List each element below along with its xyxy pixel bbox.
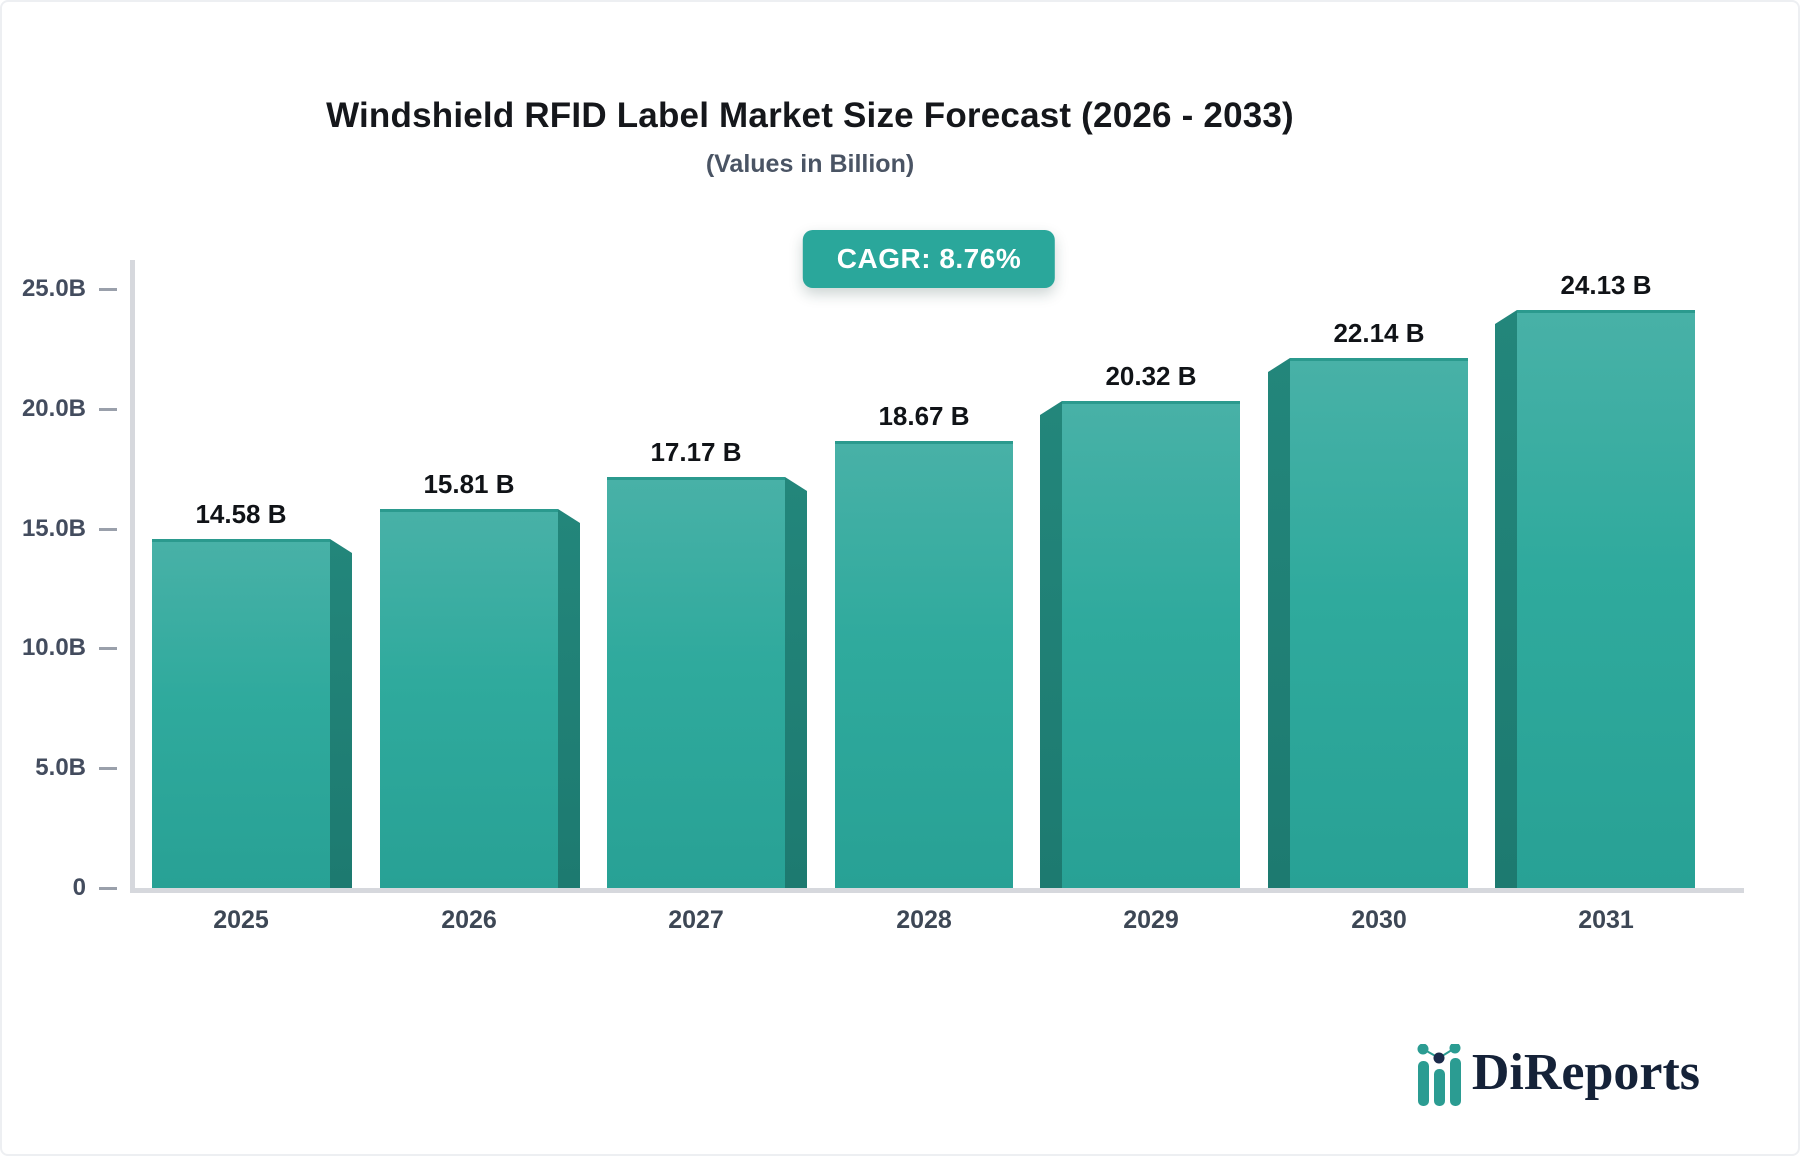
bar-2027[interactable] xyxy=(607,477,785,888)
bar-value-label: 15.81 B xyxy=(423,469,515,499)
x-axis-category-label: 2025 xyxy=(213,906,269,934)
x-axis-category-label: 2030 xyxy=(1351,906,1407,934)
y-axis-tick-mark xyxy=(99,887,117,890)
bar-2026[interactable] xyxy=(380,509,558,888)
x-axis-category-label: 2026 xyxy=(441,906,497,934)
bar-2029[interactable] xyxy=(1062,401,1240,888)
bar-3d-side-2025 xyxy=(330,539,352,888)
y-axis-line xyxy=(130,260,135,888)
y-axis-tick-label: 5.0B xyxy=(35,754,86,782)
x-axis-category-label: 2031 xyxy=(1578,906,1634,934)
bar-value-label: 24.13 B xyxy=(1560,270,1652,300)
x-axis-category-label: 2029 xyxy=(1123,906,1179,934)
x-axis-baseline xyxy=(130,888,1744,893)
bar-2028[interactable] xyxy=(835,441,1013,888)
y-axis-tick-mark xyxy=(99,527,117,531)
bar-value-label: 20.32 B xyxy=(1105,361,1197,391)
bar-3d-side-2031 xyxy=(1495,310,1517,888)
y-axis-tick-label: 15.0B xyxy=(21,514,86,542)
x-axis-category-label: 2027 xyxy=(668,906,724,934)
bar-3d-side-2026 xyxy=(558,509,580,888)
bar-value-label: 14.58 B xyxy=(195,499,287,529)
x-axis-category-label: 2028 xyxy=(896,906,952,934)
bar-value-label: 17.17 B xyxy=(650,437,742,467)
y-axis-tick-mark xyxy=(99,288,117,291)
y-axis-tick-label: 25.0B xyxy=(21,275,86,302)
bar-3d-side-2029 xyxy=(1040,401,1062,888)
y-axis-tick-label: 0 xyxy=(72,874,86,901)
y-axis-tick-label: 20.0B xyxy=(21,394,86,422)
bar-3d-side-2027 xyxy=(785,477,807,888)
cagr-badge: CAGR: 8.76% xyxy=(802,230,1056,288)
bar-value-label: 18.67 B xyxy=(878,401,970,431)
bar-2030[interactable] xyxy=(1290,358,1468,888)
bar-2031[interactable] xyxy=(1517,310,1695,888)
logo-wordmark: DiReports xyxy=(1415,1038,1700,1108)
logo-text: DiReports xyxy=(1471,1044,1700,1101)
mini-bar-line-chart-icon xyxy=(1417,1044,1461,1106)
y-axis-tick-mark xyxy=(99,767,117,771)
bar-value-label: 22.14 B xyxy=(1333,318,1425,348)
y-axis-tick-mark xyxy=(99,407,117,411)
bar-3d-side-2030 xyxy=(1268,358,1290,888)
y-axis-tick-label: 10.0B xyxy=(21,634,86,662)
chart-subtitle: (Values in Billion) xyxy=(705,150,915,178)
y-axis-tick-mark xyxy=(99,647,117,651)
bar-2025[interactable] xyxy=(152,539,330,888)
chart-title: Windshield RFID Label Market Size Foreca… xyxy=(326,96,1294,135)
